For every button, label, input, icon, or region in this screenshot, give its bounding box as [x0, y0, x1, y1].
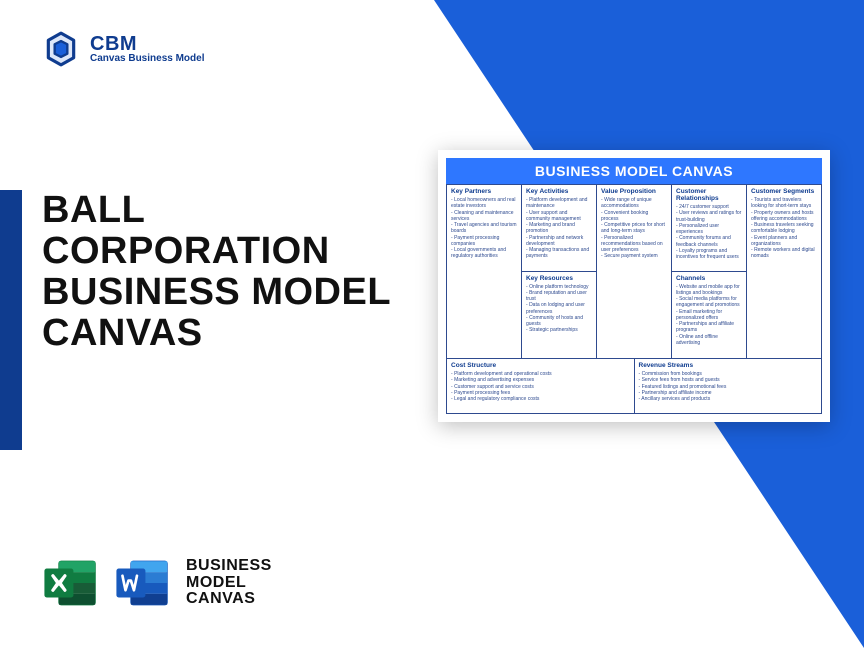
list-item: Partnership and network development	[526, 235, 592, 248]
list-item: Online and offline advertising	[676, 334, 742, 347]
list-item: Tourists and travelers looking for short…	[751, 197, 817, 210]
list-item: Travel agencies and tourism boards	[451, 222, 517, 235]
cbm-logo-icon	[42, 30, 80, 68]
list-item: Ancillary services and products	[639, 396, 818, 402]
block-value-proposition: Value Proposition Wide range of unique a…	[597, 184, 672, 359]
list-item: Loyalty programs and incentives for freq…	[676, 248, 742, 261]
block-channels: Channels Website and mobile app for list…	[672, 272, 747, 360]
format-label: BUSINESS MODEL CANVAS	[186, 558, 272, 608]
list-item: Local homeowners and real estate investo…	[451, 197, 517, 210]
excel-icon	[42, 554, 100, 612]
logo-tagline: Canvas Business Model	[90, 54, 204, 64]
list-item: Email marketing for personalized offers	[676, 309, 742, 322]
list-item: Strategic partnerships	[526, 327, 592, 333]
list-item: Platform development and maintenance	[526, 197, 592, 210]
block-customer-segments: Customer Segments Tourists and travelers…	[747, 184, 822, 359]
block-key-activities: Key Activities Platform development and …	[522, 184, 597, 272]
format-row: BUSINESS MODEL CANVAS	[42, 554, 272, 612]
list-item: Local governments and regulatory authori…	[451, 247, 517, 260]
list-item: User support and community management	[526, 210, 592, 223]
list-item: Managing transactions and payments	[526, 247, 592, 260]
list-item: Wide range of unique accommodations	[601, 197, 667, 210]
list-item: Remote workers and digital nomads	[751, 247, 817, 260]
list-item: Website and mobile app for listings and …	[676, 284, 742, 297]
accent-bar	[0, 190, 22, 450]
canvas-grid: Key Partners Local homeowners and real e…	[446, 184, 822, 414]
list-item: Personalized user experiences	[676, 223, 742, 236]
list-item: User reviews and ratings for trust-build…	[676, 210, 742, 223]
page-title: BALL CORPORATION BUSINESS MODEL CANVAS	[42, 190, 402, 354]
list-item: Event planners and organizations	[751, 235, 817, 248]
list-item: Online platform technology	[526, 284, 592, 290]
list-item: Social media platforms for engagement an…	[676, 296, 742, 309]
list-item: Brand reputation and user trust	[526, 290, 592, 303]
list-item: Competitive prices for short and long-te…	[601, 222, 667, 235]
block-cost-structure: Cost Structure Platform development and …	[447, 359, 635, 414]
list-item: Secure payment system	[601, 253, 667, 259]
block-revenue-streams: Revenue Streams Commission from bookings…	[635, 359, 823, 414]
list-item: Property owners and hosts offering accom…	[751, 210, 817, 223]
block-key-resources: Key Resources Online platform technology…	[522, 272, 597, 360]
canvas-header: BUSINESS MODEL CANVAS	[446, 158, 822, 184]
list-item: Community forums and feedback channels	[676, 235, 742, 248]
block-key-partners: Key Partners Local homeowners and real e…	[447, 184, 522, 359]
list-item: Data on lodging and user preferences	[526, 302, 592, 315]
list-item: Convenient booking process	[601, 210, 667, 223]
list-item: Business travelers seeking comfortable l…	[751, 222, 817, 235]
word-icon	[114, 554, 172, 612]
list-item: Partnerships and affiliate programs	[676, 321, 742, 334]
list-item: Cleaning and maintenance services	[451, 210, 517, 223]
list-item: Community of hosts and guests	[526, 315, 592, 328]
brand-logo: CBM Canvas Business Model	[42, 30, 204, 68]
list-item: Legal and regulatory compliance costs	[451, 396, 630, 402]
list-item: Marketing and brand promotion	[526, 222, 592, 235]
list-item: Payment processing companies	[451, 235, 517, 248]
canvas-preview: BUSINESS MODEL CANVAS Key Partners Local…	[438, 150, 830, 422]
logo-abbr: CBM	[90, 34, 204, 54]
block-customer-relationships: Customer Relationships 24/7 customer sup…	[672, 184, 747, 272]
list-item: Personalized recommendations based on us…	[601, 235, 667, 254]
